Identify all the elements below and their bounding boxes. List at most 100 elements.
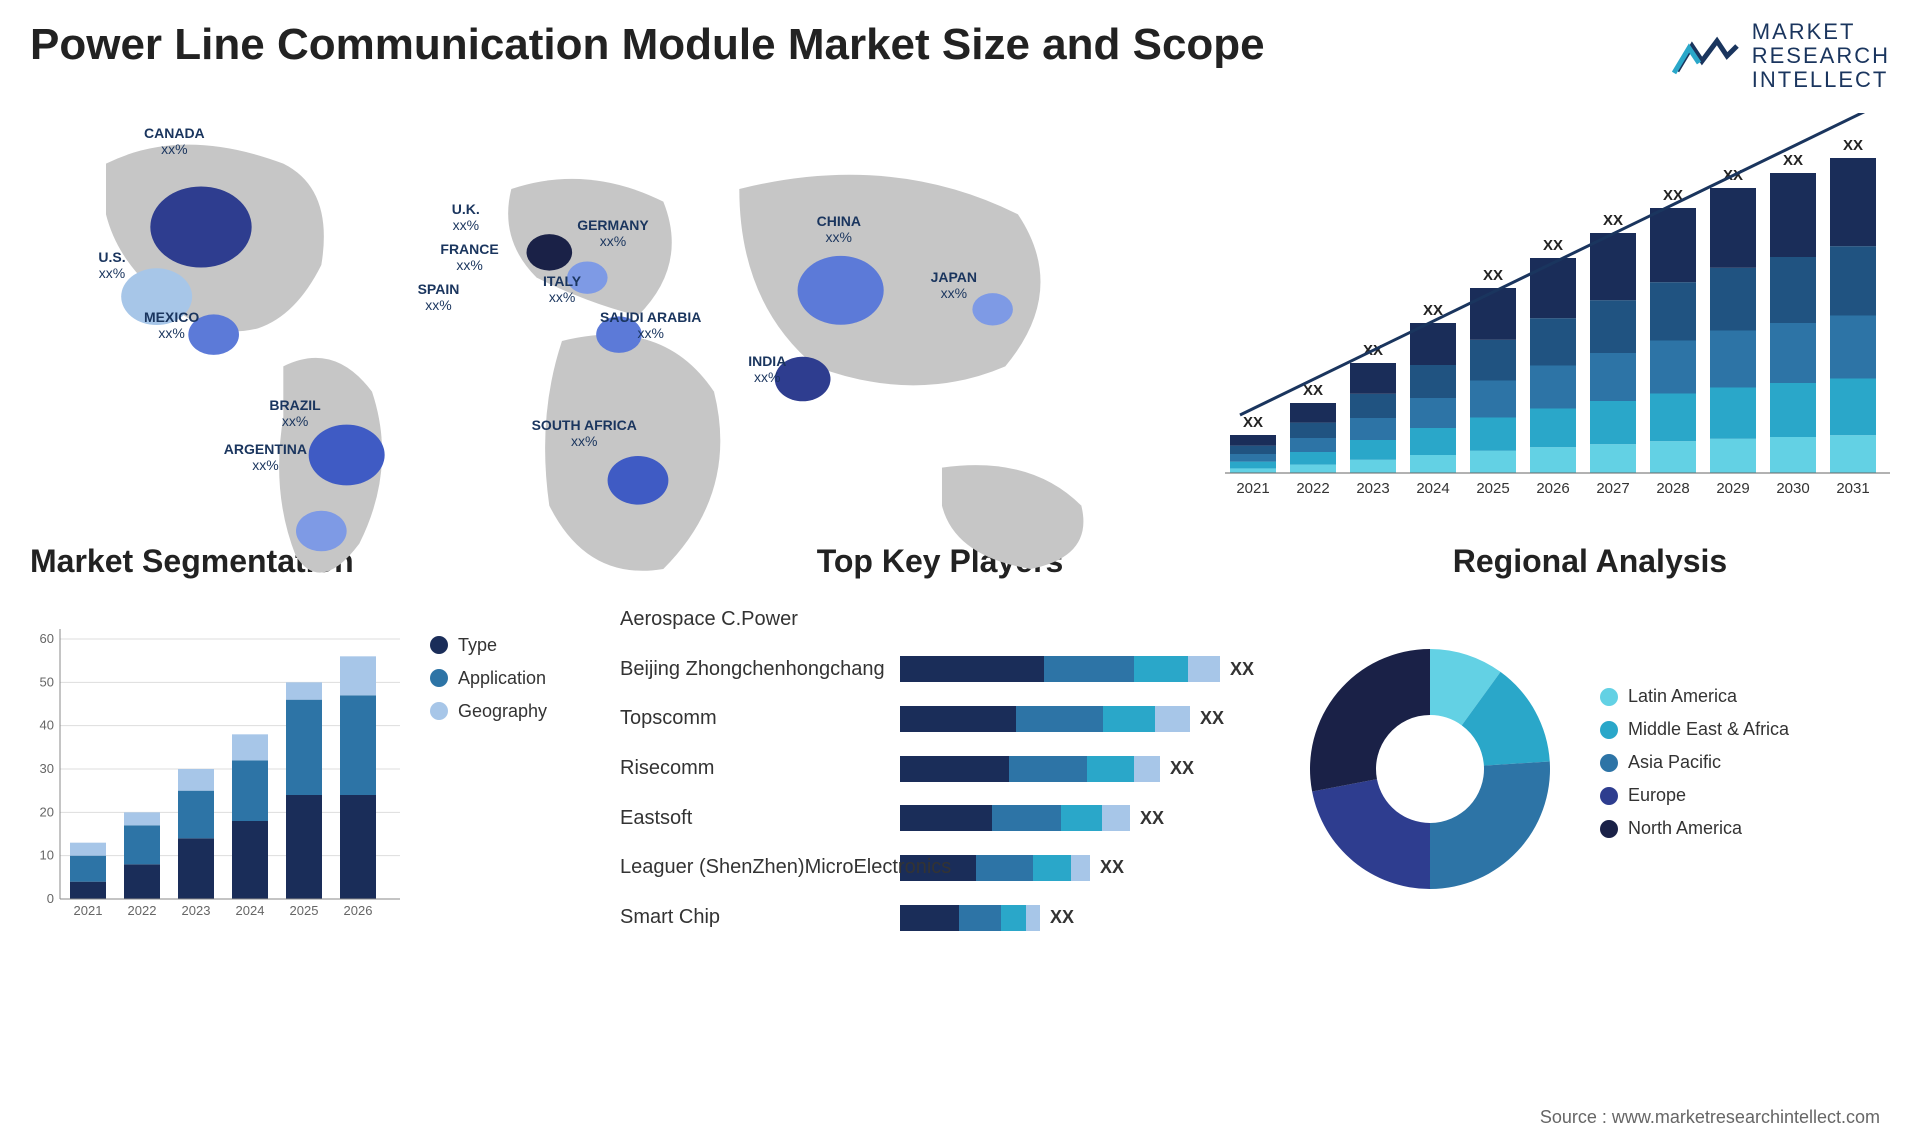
seg-legend-type: Type <box>430 635 590 656</box>
player-row: Eastsoft XX <box>620 800 1260 836</box>
svg-text:2026: 2026 <box>344 903 373 918</box>
regional-panel: Regional Analysis Latin America Middle Ea… <box>1290 543 1890 943</box>
map-label-japan: JAPANxx% <box>931 269 977 303</box>
player-row: Risecomm XX <box>620 751 1260 787</box>
player-bar: XX <box>900 805 1260 831</box>
svg-text:2021: 2021 <box>1236 480 1269 497</box>
map-label-germany: GERMANYxx% <box>577 217 649 251</box>
svg-text:2024: 2024 <box>236 903 265 918</box>
player-value: XX <box>1230 659 1254 680</box>
player-row: Beijing Zhongchenhongchang XX <box>620 651 1260 687</box>
svg-text:2031: 2031 <box>1836 480 1869 497</box>
header: Power Line Communication Module Market S… <box>30 20 1890 93</box>
map-label-france: FRANCExx% <box>440 241 498 275</box>
map-label-south-africa: SOUTH AFRICAxx% <box>532 417 637 451</box>
player-row: Smart Chip XX <box>620 900 1260 936</box>
svg-text:40: 40 <box>40 717 54 732</box>
map-label-u-s-: U.S.xx% <box>98 249 125 283</box>
logo-text: MARKET RESEARCH INTELLECT <box>1752 20 1890 93</box>
top-row: CANADAxx% U.S.xx% MEXICOxx% BRAZILxx% ARGENT… <box>30 113 1890 513</box>
key-players-chart: Aerospace C.Power Beijing Zhongchenhongch… <box>620 595 1260 943</box>
svg-text:2023: 2023 <box>1356 480 1389 497</box>
regional-legend-item: Asia Pacific <box>1600 752 1890 773</box>
player-name: Leaguer (ShenZhen)MicroElectronics <box>620 856 900 879</box>
player-value: XX <box>1050 907 1074 928</box>
player-name: Topscomm <box>620 707 900 730</box>
brand-logo: MARKET RESEARCH INTELLECT <box>1672 20 1890 93</box>
regional-legend-item: Latin America <box>1600 686 1890 707</box>
world-map <box>30 113 1170 620</box>
svg-text:2021: 2021 <box>74 903 103 918</box>
regional-legend-item: North America <box>1600 818 1890 839</box>
svg-text:XX: XX <box>1483 267 1503 284</box>
svg-text:XX: XX <box>1543 237 1563 254</box>
svg-text:0: 0 <box>47 891 54 906</box>
svg-text:2025: 2025 <box>1476 480 1509 497</box>
svg-text:2027: 2027 <box>1596 480 1629 497</box>
svg-text:30: 30 <box>40 761 54 776</box>
player-row: Topscomm XX <box>620 701 1260 737</box>
logo-line3: INTELLECT <box>1752 68 1890 92</box>
map-label-italy: ITALYxx% <box>543 273 581 307</box>
regional-legend: Latin America Middle East & Africa Asia Pa… <box>1600 686 1890 851</box>
map-label-argentina: ARGENTINAxx% <box>224 441 307 475</box>
growth-chart-panel: XX2021XX2022XX2023XX2024XX2025XX2026XX20… <box>1210 113 1890 513</box>
seg-legend-application: Application <box>430 668 590 689</box>
map-label-mexico: MEXICOxx% <box>144 309 199 343</box>
svg-text:XX: XX <box>1783 152 1803 169</box>
source-note: Source : www.marketresearchintellect.com <box>1540 1107 1880 1128</box>
player-value: XX <box>1100 857 1124 878</box>
svg-text:2028: 2028 <box>1656 480 1689 497</box>
player-name: Aerospace C.Power <box>620 608 900 631</box>
player-row: Leaguer (ShenZhen)MicroElectronics XX <box>620 850 1260 886</box>
world-map-panel: CANADAxx% U.S.xx% MEXICOxx% BRAZILxx% ARGENT… <box>30 113 1170 513</box>
regional-donut <box>1290 629 1570 909</box>
player-value: XX <box>1140 808 1164 829</box>
regional-title: Regional Analysis <box>1290 543 1890 580</box>
growth-chart: XX2021XX2022XX2023XX2024XX2025XX2026XX20… <box>1210 113 1890 513</box>
svg-text:2029: 2029 <box>1716 480 1749 497</box>
svg-text:2025: 2025 <box>290 903 319 918</box>
player-name: Risecomm <box>620 757 900 780</box>
svg-text:2026: 2026 <box>1536 480 1569 497</box>
segmentation-legend: Type Application Geography <box>430 595 590 943</box>
player-value: XX <box>1170 758 1194 779</box>
page-title: Power Line Communication Module Market S… <box>30 20 1265 70</box>
svg-text:2024: 2024 <box>1416 480 1449 497</box>
player-bar: XX <box>900 756 1260 782</box>
map-label-brazil: BRAZILxx% <box>269 397 320 431</box>
player-bar: XX <box>900 905 1260 931</box>
regional-legend-item: Middle East & Africa <box>1600 719 1890 740</box>
svg-text:20: 20 <box>40 804 54 819</box>
svg-text:60: 60 <box>40 631 54 646</box>
player-name: Smart Chip <box>620 906 900 929</box>
svg-text:2023: 2023 <box>182 903 211 918</box>
svg-text:XX: XX <box>1243 414 1263 431</box>
segmentation-chart: 0 10 20 30 40 50 60 2021 2022 2023 2024 2025 2026 <box>30 595 410 943</box>
map-label-canada: CANADAxx% <box>144 125 205 159</box>
seg-legend-geography: Geography <box>430 701 590 722</box>
svg-text:10: 10 <box>40 847 54 862</box>
map-label-saudi-arabia: SAUDI ARABIAxx% <box>600 309 701 343</box>
regional-legend-item: Europe <box>1600 785 1890 806</box>
player-name: Eastsoft <box>620 807 900 830</box>
map-label-u-k-: U.K.xx% <box>452 201 480 235</box>
player-bar <box>900 606 1260 632</box>
svg-text:XX: XX <box>1843 137 1863 154</box>
svg-text:2030: 2030 <box>1776 480 1809 497</box>
svg-text:50: 50 <box>40 674 54 689</box>
player-bar: XX <box>900 706 1260 732</box>
svg-text:2022: 2022 <box>1296 480 1329 497</box>
logo-line2: RESEARCH <box>1752 44 1890 68</box>
player-value: XX <box>1200 708 1224 729</box>
player-name: Beijing Zhongchenhongchang <box>620 658 900 681</box>
map-label-spain: SPAINxx% <box>418 281 460 315</box>
player-bar: XX <box>900 855 1260 881</box>
logo-icon <box>1672 31 1742 81</box>
map-label-india: INDIAxx% <box>748 353 786 387</box>
svg-text:2022: 2022 <box>128 903 157 918</box>
svg-text:XX: XX <box>1603 212 1623 229</box>
logo-line1: MARKET <box>1752 20 1890 44</box>
player-bar: XX <box>900 656 1260 682</box>
map-label-china: CHINAxx% <box>817 213 861 247</box>
